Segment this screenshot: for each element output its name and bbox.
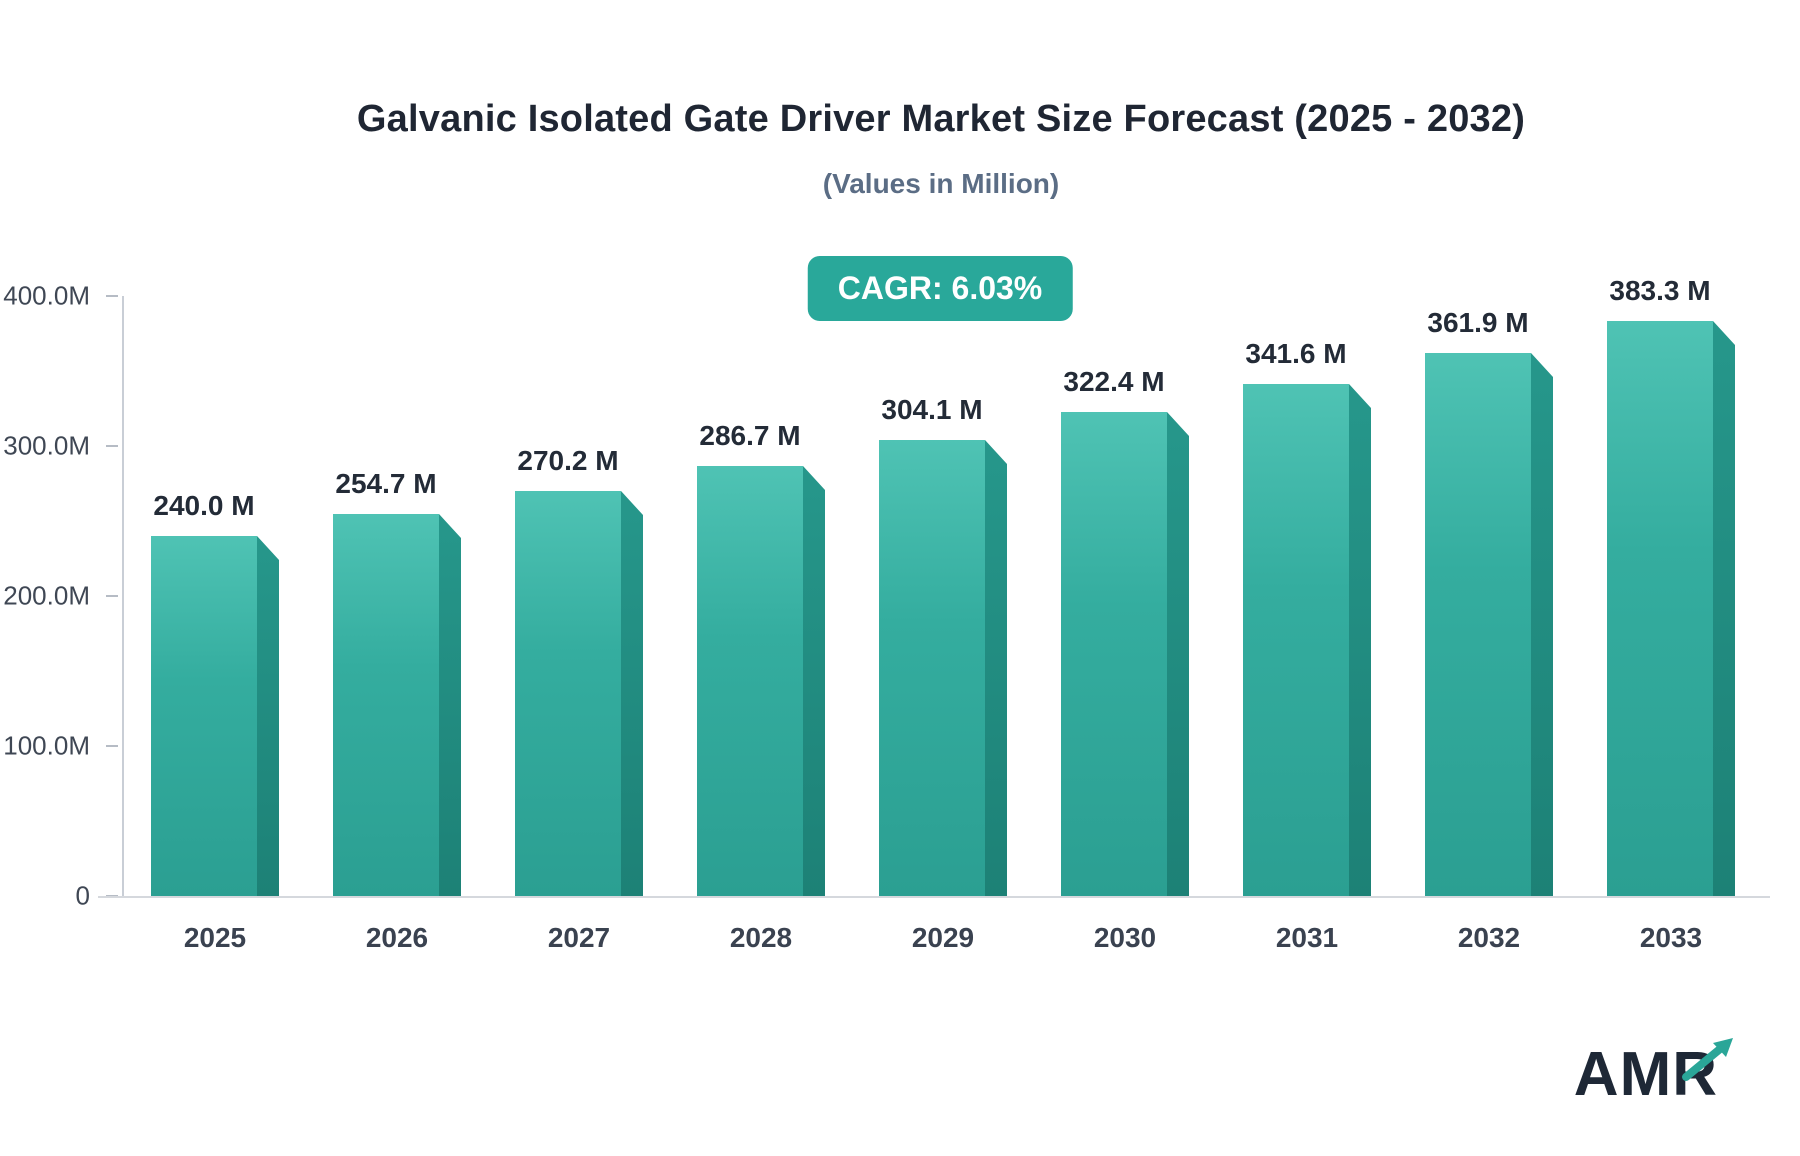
bar-value-label: 322.4 M <box>1063 366 1165 397</box>
y-axis-labels: 400.0M 300.0M 200.0M 100.0M 0 <box>0 281 106 911</box>
bar <box>515 491 643 896</box>
bar-side-face <box>803 466 825 896</box>
bar-side-face <box>1713 321 1735 896</box>
bar <box>1061 412 1189 896</box>
x-axis-label: 2026 <box>365 922 429 953</box>
chart-subtitle: (Values in Million) <box>822 168 1060 199</box>
bar-value-label: 361.9 M <box>1427 307 1529 338</box>
x-axis-label: 2030 <box>1093 922 1157 953</box>
bar-value-label: 341.6 M <box>1245 338 1347 369</box>
x-axis-label: 2033 <box>1639 922 1703 953</box>
bar <box>1243 384 1371 896</box>
bar-side-face <box>1349 384 1371 896</box>
x-axis-baseline <box>98 896 1770 898</box>
x-axis-label: 2029 <box>911 922 975 953</box>
bar <box>333 514 461 896</box>
bar-side-face <box>1531 353 1553 896</box>
bar-side-face <box>1167 412 1189 896</box>
bar <box>697 466 825 896</box>
bar-side-face <box>439 514 461 896</box>
bar-front-face <box>515 491 621 896</box>
logo-arrow-icon <box>1682 1038 1733 1081</box>
y-tick-label: 200.0M <box>3 580 90 611</box>
chart-title: Galvanic Isolated Gate Driver Market Siz… <box>356 98 1526 140</box>
bar-front-face <box>1607 321 1713 896</box>
bar-group: 361.9 M 2032 <box>1398 296 1580 953</box>
bar <box>1425 353 1553 896</box>
bar <box>1607 321 1735 896</box>
bar-group: 304.1 M 2029 <box>852 296 1034 953</box>
bar-front-face <box>333 514 439 896</box>
bar-value-label: 254.7 M <box>335 468 437 499</box>
bar-front-face <box>697 466 803 896</box>
x-axis-label: 2025 <box>183 922 247 953</box>
bar-value-label: 304.1 M <box>881 394 983 425</box>
y-tick-mark <box>106 295 118 297</box>
bar-value-label: 383.3 M <box>1609 275 1711 306</box>
bar <box>879 440 1007 896</box>
bar <box>151 536 279 896</box>
bar-value-label: 270.2 M <box>517 445 619 476</box>
x-axis-label: 2027 <box>547 922 611 953</box>
y-tick-mark <box>106 595 118 597</box>
y-tick-label: 100.0M <box>3 730 90 761</box>
bar-group: 254.7 M 2026 <box>306 296 488 953</box>
x-axis-label: 2028 <box>729 922 793 953</box>
bar-group: 286.7 M 2028 <box>670 296 852 953</box>
bar-front-face <box>879 440 985 896</box>
bar-front-face <box>151 536 257 896</box>
y-tick-mark <box>106 745 118 747</box>
x-axis-label: 2031 <box>1275 922 1339 953</box>
bar-group: 341.6 M 2031 <box>1216 296 1398 953</box>
bar-value-label: 286.7 M <box>699 420 801 451</box>
bar-side-face <box>621 491 643 896</box>
y-tick-mark <box>106 445 118 447</box>
y-tick-label: 300.0M <box>3 430 90 461</box>
bar-group: 270.2 M 2027 <box>488 296 670 953</box>
bar-front-face <box>1243 384 1349 896</box>
bar-group: 240.0 M 2025 <box>124 296 306 953</box>
bar-side-face <box>257 536 279 896</box>
bar-group: 383.3 M 2033 <box>1580 275 1762 953</box>
amr-logo: AMR <box>1574 1038 1733 1110</box>
bar-front-face <box>1425 353 1531 896</box>
bar-value-label: 240.0 M <box>153 490 255 521</box>
y-tick-label: 0 <box>75 880 90 911</box>
bar-group: 322.4 M 2030 <box>1034 296 1216 953</box>
bar-side-face <box>985 440 1007 896</box>
y-tick-label: 400.0M <box>3 280 90 311</box>
plot-area: 240.0 M 2025 254.7 M 2026 270.2 M 2027 286.7 M… <box>106 275 1762 953</box>
bar-front-face <box>1061 412 1167 896</box>
cagr-badge: CAGR: 6.03% <box>807 256 1073 321</box>
x-axis-label: 2032 <box>1457 922 1521 953</box>
